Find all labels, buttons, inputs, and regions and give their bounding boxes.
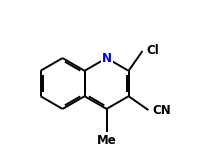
Text: N: N: [102, 52, 112, 65]
Text: CN: CN: [152, 104, 171, 117]
Text: Cl: Cl: [146, 44, 159, 57]
Text: Me: Me: [97, 134, 117, 147]
